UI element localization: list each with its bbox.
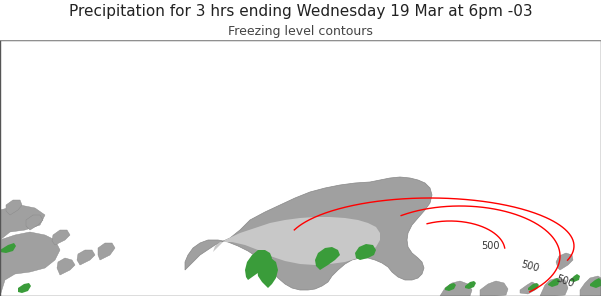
Text: 500: 500 (555, 273, 575, 289)
Polygon shape (77, 250, 95, 265)
Polygon shape (213, 217, 380, 265)
Polygon shape (257, 258, 278, 288)
Polygon shape (480, 281, 508, 296)
Polygon shape (548, 278, 560, 287)
Text: 500: 500 (481, 241, 499, 251)
Polygon shape (0, 243, 16, 253)
Polygon shape (0, 205, 45, 296)
Polygon shape (440, 281, 472, 296)
Text: Precipitation for 3 hrs ending Wednesday 19 Mar at 6pm -03: Precipitation for 3 hrs ending Wednesday… (69, 4, 532, 19)
Polygon shape (57, 258, 75, 275)
Text: 500: 500 (520, 259, 540, 273)
Polygon shape (315, 247, 340, 270)
Polygon shape (0, 232, 60, 296)
Polygon shape (580, 276, 601, 296)
Text: Freezing level contours: Freezing level contours (228, 25, 373, 38)
Polygon shape (570, 274, 580, 282)
Polygon shape (465, 281, 476, 289)
Polygon shape (18, 283, 31, 293)
Polygon shape (245, 250, 272, 280)
Polygon shape (520, 282, 536, 294)
Polygon shape (556, 253, 573, 270)
Polygon shape (540, 278, 568, 296)
Polygon shape (185, 177, 432, 290)
Polygon shape (52, 230, 70, 245)
Polygon shape (445, 283, 456, 291)
Polygon shape (26, 215, 43, 230)
Polygon shape (6, 200, 22, 215)
Polygon shape (355, 244, 376, 260)
Polygon shape (528, 283, 539, 291)
Polygon shape (98, 243, 115, 260)
Polygon shape (590, 278, 601, 288)
